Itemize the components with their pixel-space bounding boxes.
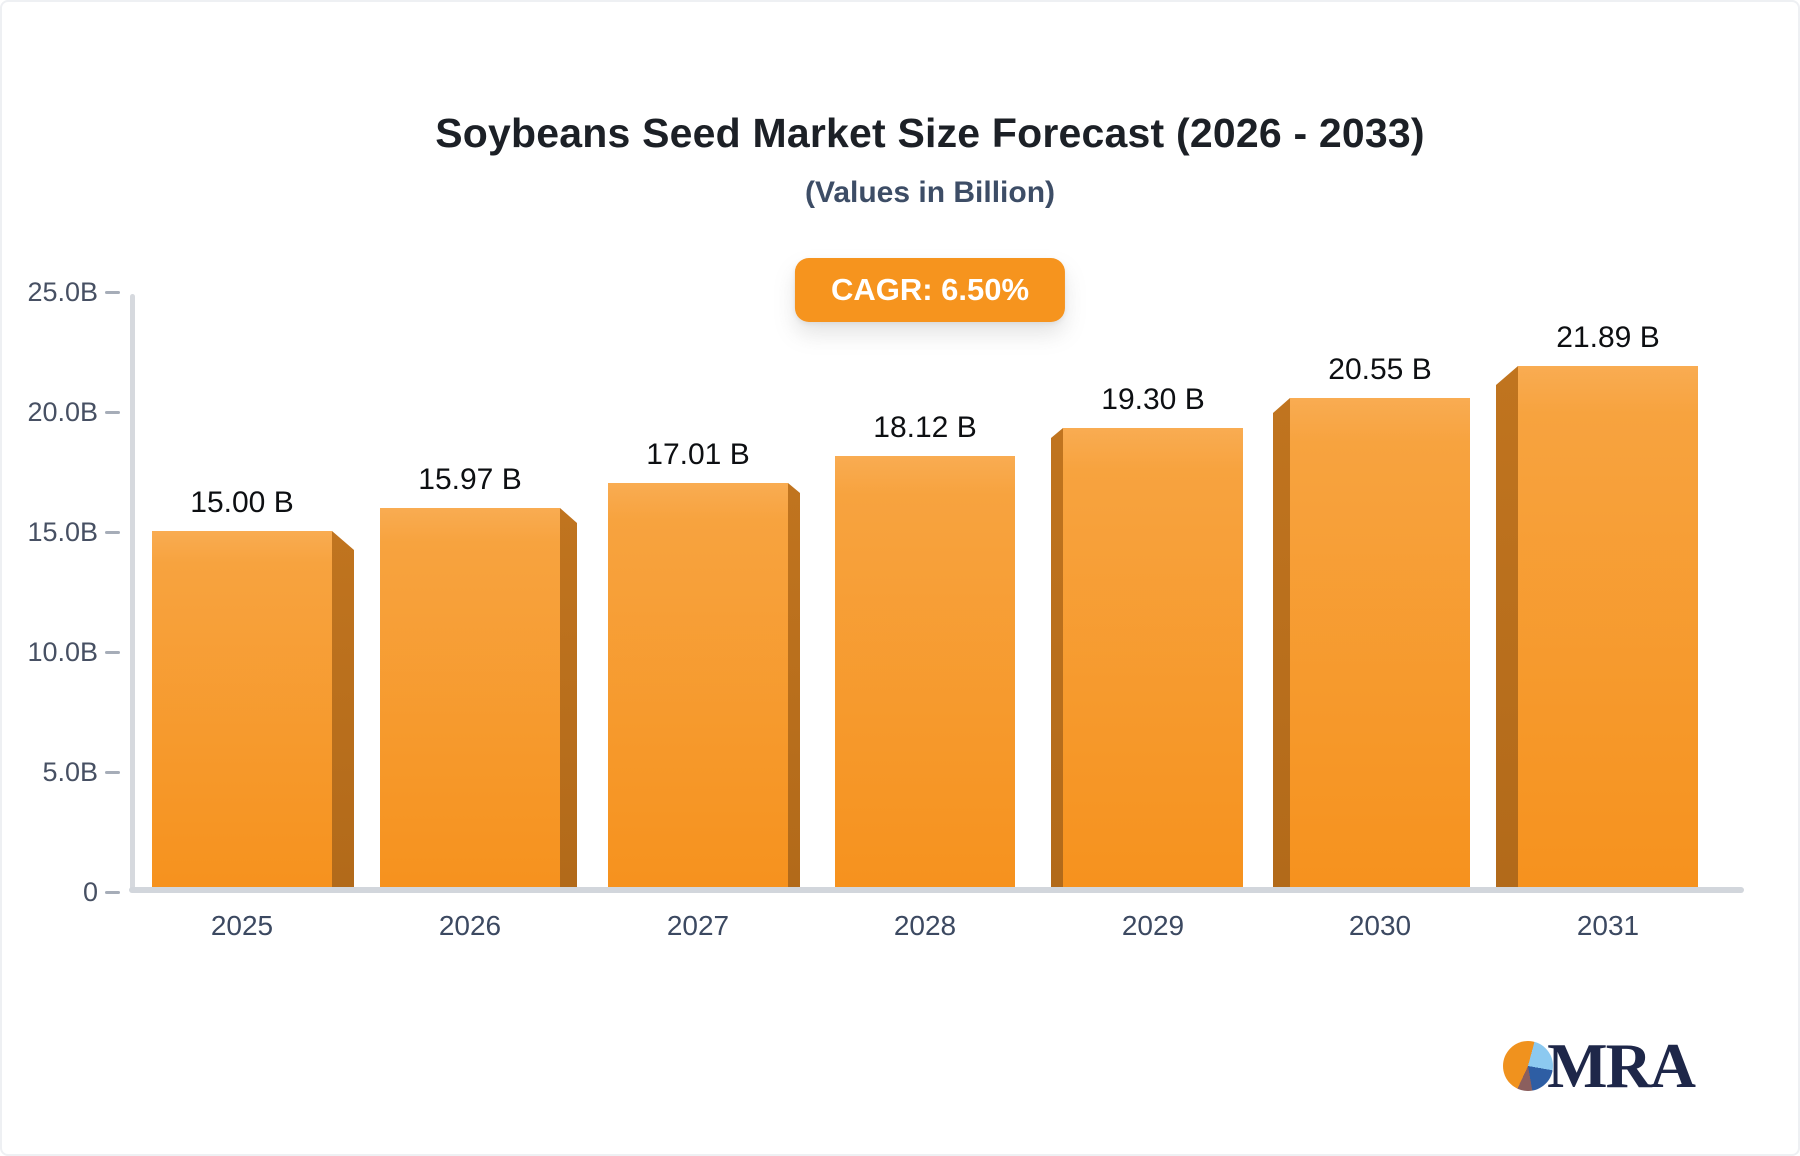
brand-logo-text: MRA (1547, 1030, 1696, 1101)
x-axis-label: 2025 (210, 910, 274, 941)
bar-value-label: 21.89 B (1556, 321, 1660, 354)
chart-subtitle: (Values in Billion) (804, 176, 1056, 209)
y-axis-line (130, 294, 135, 893)
bar-side-face (1273, 398, 1290, 887)
pie-chart-icon (1503, 1041, 1554, 1091)
bar (152, 531, 332, 887)
bar-value-label: 15.00 B (190, 486, 294, 519)
bar-value-label: 15.97 B (418, 463, 522, 496)
bar-side-face (1051, 428, 1063, 887)
chart-title: Soybeans Seed Market Size Forecast (2026… (435, 110, 1425, 156)
bar-value-label: 18.12 B (873, 411, 977, 444)
bar (1290, 398, 1470, 887)
bar-value-label: 20.55 B (1328, 353, 1432, 386)
bar-side-face (560, 508, 577, 887)
y-axis-tick (105, 771, 120, 774)
y-axis-tick (105, 651, 120, 654)
bar-value-label: 19.30 B (1101, 383, 1205, 416)
y-axis-tick (105, 531, 120, 534)
bar-side-face (1496, 366, 1518, 887)
bar (380, 508, 560, 887)
x-axis-label: 2031 (1576, 910, 1640, 941)
bar-value-label: 17.01 B (646, 438, 750, 471)
y-axis-tick-label: 0 (82, 877, 98, 907)
bar (1063, 428, 1243, 887)
y-axis-tick (105, 411, 120, 414)
bar-side-face (788, 483, 800, 887)
y-axis-tick (105, 891, 120, 894)
y-axis-tick-label: 5.0B (42, 757, 98, 787)
cagr-badge: CAGR: 6.50% (794, 258, 1066, 322)
bar (608, 483, 788, 887)
x-axis-line (129, 887, 1744, 893)
y-axis-tick-label: 15.0B (27, 517, 98, 547)
brand-logo: MRA (1503, 1030, 1696, 1101)
y-axis-tick-label: 10.0B (27, 637, 98, 667)
x-axis-label: 2030 (1348, 910, 1412, 941)
x-axis-label: 2027 (666, 910, 730, 941)
x-axis-label: 2029 (1121, 910, 1185, 941)
bar (835, 456, 1015, 887)
x-axis-label: 2026 (438, 910, 502, 941)
bar (1518, 366, 1698, 887)
x-axis-label: 2028 (893, 910, 957, 941)
y-axis-tick (105, 291, 120, 294)
y-axis-tick-label: 20.0B (27, 397, 98, 427)
y-axis-tick-label: 25.0B (27, 277, 98, 307)
bar-side-face (332, 531, 354, 887)
